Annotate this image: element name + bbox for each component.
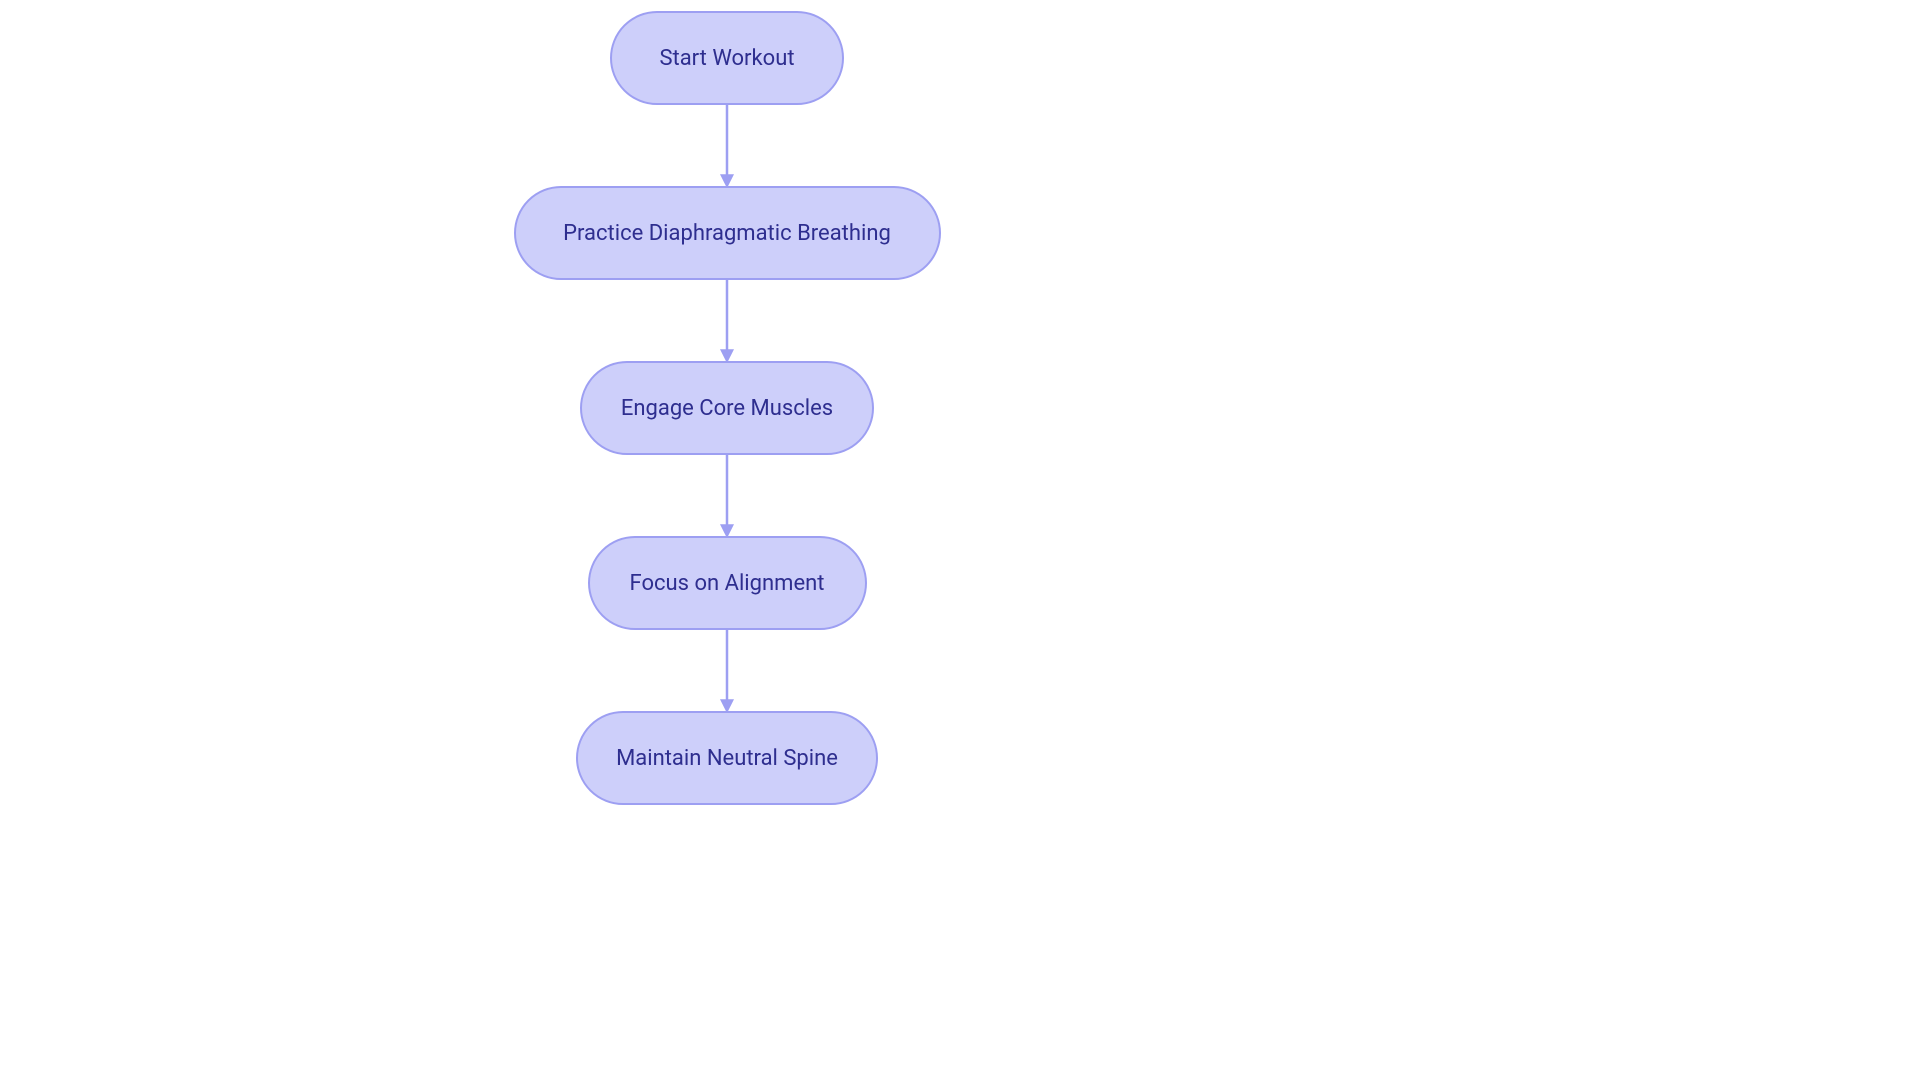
flowchart-node: Focus on Alignment xyxy=(588,536,867,630)
flowchart-canvas: Start Workout Practice Diaphragmatic Brea… xyxy=(0,0,1920,1083)
flowchart-node: Practice Diaphragmatic Breathing xyxy=(514,186,941,280)
flowchart-node: Start Workout xyxy=(610,11,844,105)
flowchart-node-label: Practice Diaphragmatic Breathing xyxy=(563,221,891,246)
flowchart-node: Maintain Neutral Spine xyxy=(576,711,878,805)
flowchart-node-label: Engage Core Muscles xyxy=(621,396,833,421)
flowchart-node-label: Maintain Neutral Spine xyxy=(616,746,838,771)
flowchart-node-label: Start Workout xyxy=(659,46,794,71)
flowchart-edges xyxy=(0,0,1920,1083)
flowchart-node-label: Focus on Alignment xyxy=(630,571,825,596)
flowchart-node: Engage Core Muscles xyxy=(580,361,874,455)
